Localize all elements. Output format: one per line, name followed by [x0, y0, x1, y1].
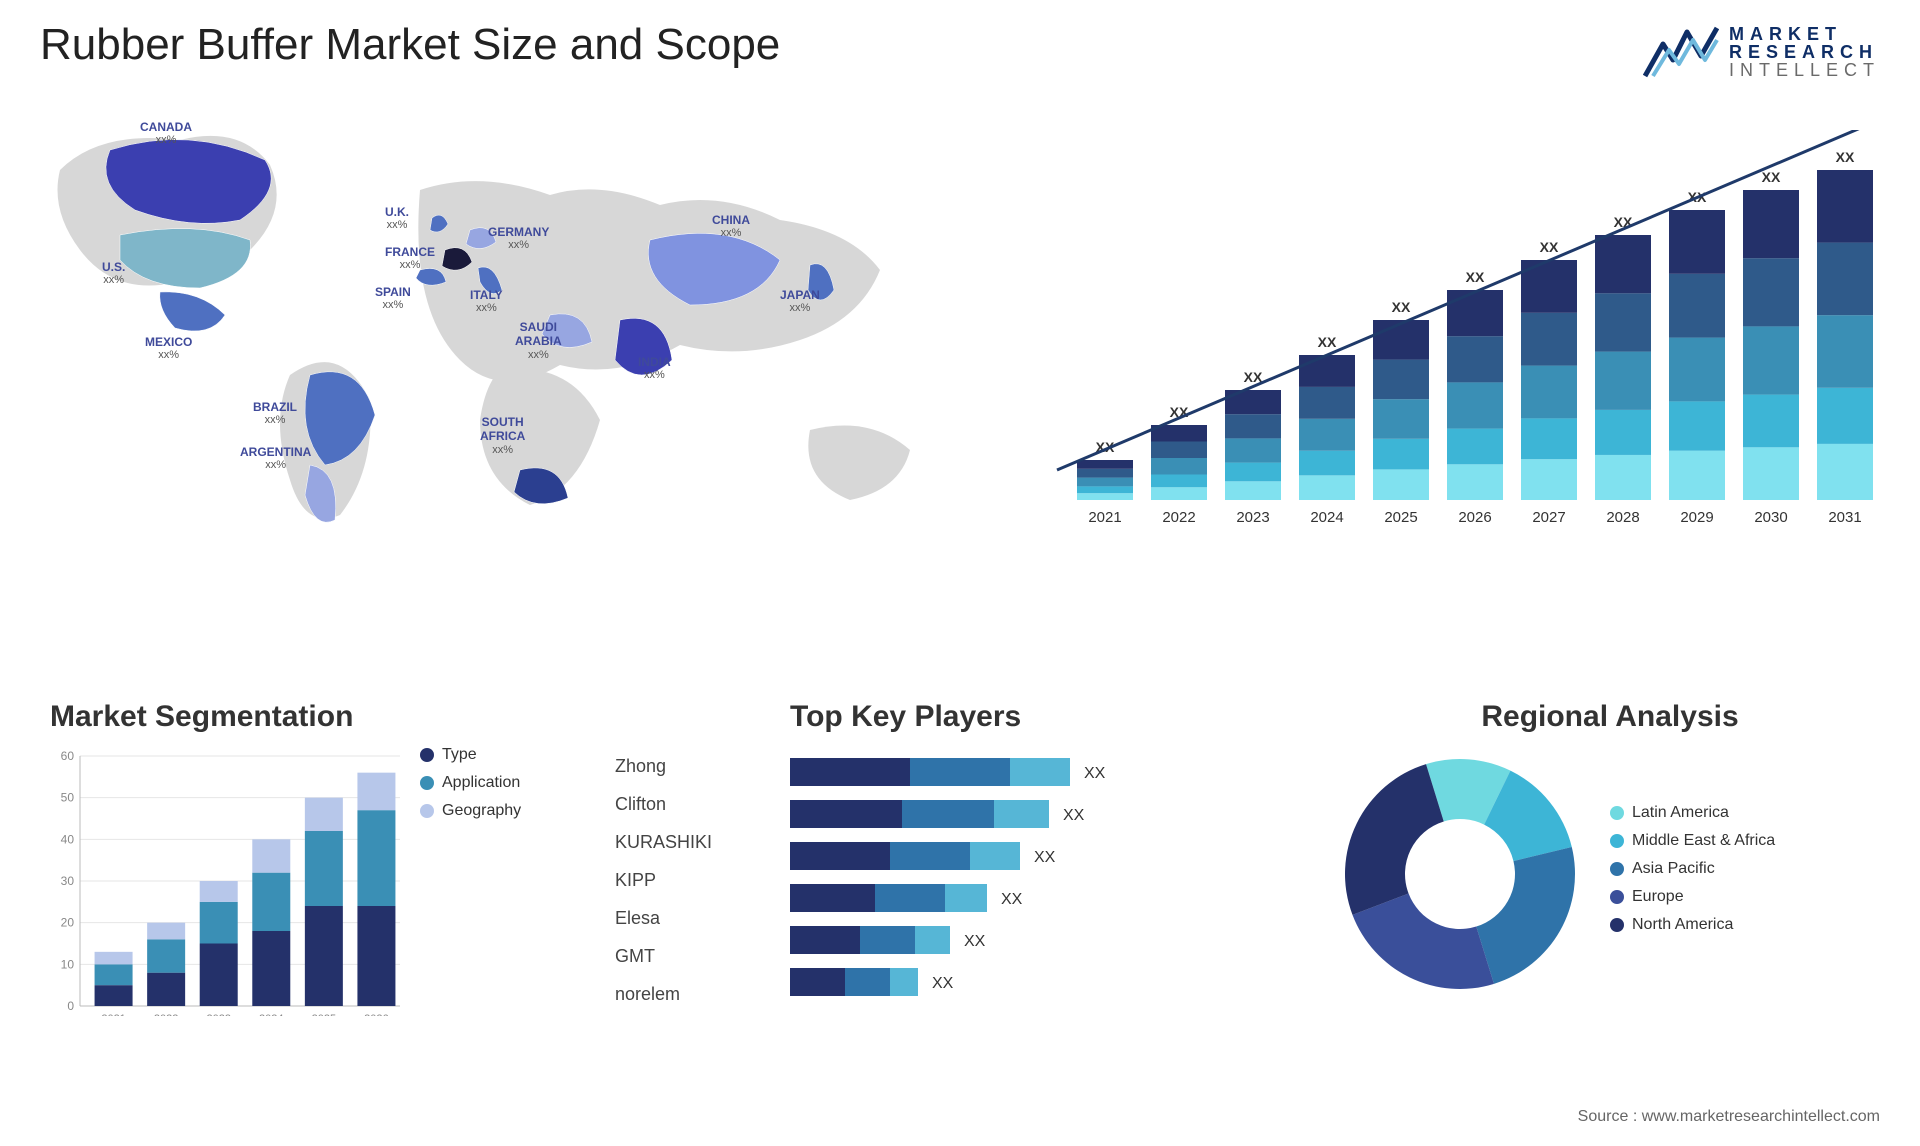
legend-item: North America	[1610, 916, 1775, 934]
segmentation-legend: Type Application Geography	[420, 746, 521, 1016]
svg-text:2028: 2028	[1606, 509, 1639, 526]
svg-text:2023: 2023	[206, 1013, 230, 1016]
svg-text:2021: 2021	[101, 1013, 125, 1016]
svg-text:50: 50	[61, 791, 75, 805]
map-label-italy: ITALYxx%	[470, 288, 503, 316]
growth-chart: XX2021XX2022XX2023XX2024XX2025XX2026XX20…	[1050, 130, 1880, 540]
brand-logo: MARKET RESEARCH INTELLECT	[1643, 20, 1880, 84]
brand-line-3: INTELLECT	[1729, 61, 1880, 79]
svg-text:XX: XX	[1836, 149, 1855, 165]
player-name: KURASHIKI	[615, 823, 712, 861]
map-label-france: FRANCExx%	[385, 245, 435, 273]
legend-item: Middle East & Africa	[1610, 832, 1775, 850]
map-label-spain: SPAINxx%	[375, 285, 411, 313]
map-label-uk: U.K.xx%	[385, 205, 409, 233]
legend-item: Latin America	[1610, 804, 1775, 822]
svg-text:2031: 2031	[1828, 509, 1861, 526]
svg-text:XX: XX	[1034, 849, 1056, 866]
map-label-india: INDIAxx%	[638, 355, 671, 383]
svg-text:XX: XX	[1466, 269, 1485, 285]
svg-text:2024: 2024	[1310, 509, 1343, 526]
player-name: norelem	[615, 975, 712, 1013]
svg-text:2029: 2029	[1680, 509, 1713, 526]
svg-text:10: 10	[61, 957, 75, 971]
legend-item: Application	[420, 774, 521, 792]
svg-text:2025: 2025	[1384, 509, 1417, 526]
map-label-safrica: SOUTHAFRICAxx%	[480, 415, 525, 457]
map-label-saudi: SAUDIARABIAxx%	[515, 320, 562, 362]
svg-text:60: 60	[61, 749, 75, 763]
map-label-canada: CANADAxx%	[140, 120, 192, 148]
header: Rubber Buffer Market Size and Scope MARK…	[40, 20, 1880, 84]
brand-line-1: MARKET	[1729, 25, 1880, 43]
svg-text:2022: 2022	[1162, 509, 1195, 526]
player-name: GMT	[615, 937, 712, 975]
source-label: Source : www.marketresearchintellect.com	[1578, 1108, 1880, 1126]
market-segmentation: Market Segmentation 0 10 20 30 40 50 60 2021 202…	[50, 700, 590, 1016]
legend-item: Europe	[1610, 888, 1775, 906]
svg-text:20: 20	[61, 916, 75, 930]
world-map: CANADAxx% U.S.xx% MEXICOxx% U.K.xx% FRANCExx…	[40, 110, 940, 540]
svg-text:2026: 2026	[364, 1013, 388, 1016]
brand-logo-text: MARKET RESEARCH INTELLECT	[1729, 25, 1880, 79]
svg-text:XX: XX	[1318, 334, 1337, 350]
svg-text:XX: XX	[1084, 765, 1106, 782]
regional-title: Regional Analysis	[1330, 700, 1890, 734]
svg-text:2025: 2025	[312, 1013, 336, 1016]
svg-text:XX: XX	[964, 933, 986, 950]
regional-legend: Latin America Middle East & Africa Asia Pa…	[1610, 804, 1775, 944]
svg-text:XX: XX	[1063, 807, 1085, 824]
svg-text:XX: XX	[932, 975, 954, 992]
page-title: Rubber Buffer Market Size and Scope	[40, 20, 780, 70]
regional-analysis: Regional Analysis Latin America Middle Ea…	[1330, 700, 1890, 1004]
legend-item: Asia Pacific	[1610, 860, 1775, 878]
segmentation-title: Market Segmentation	[50, 700, 590, 734]
map-label-brazil: BRAZILxx%	[253, 400, 297, 428]
player-name: KIPP	[615, 861, 712, 899]
svg-text:2026: 2026	[1458, 509, 1491, 526]
key-players-title: Top Key Players	[790, 700, 1310, 734]
svg-text:XX: XX	[1001, 891, 1023, 908]
svg-text:2021: 2021	[1088, 509, 1121, 526]
legend-item: Geography	[420, 802, 521, 820]
svg-text:2023: 2023	[1236, 509, 1269, 526]
svg-text:2027: 2027	[1532, 509, 1565, 526]
map-label-mexico: MEXICOxx%	[145, 335, 192, 363]
map-label-germany: GERMANYxx%	[488, 225, 549, 253]
svg-text:XX: XX	[1392, 299, 1411, 315]
key-players: Top Key Players XX XX XX XX XX XX	[790, 700, 1310, 1033]
map-label-china: CHINAxx%	[712, 213, 750, 241]
regional-donut	[1330, 744, 1590, 1004]
svg-text:2022: 2022	[154, 1013, 178, 1016]
map-label-us: U.S.xx%	[102, 260, 125, 288]
key-players-chart: XX XX XX XX XX XX	[790, 748, 1310, 1028]
world-map-svg	[40, 110, 940, 540]
growth-chart-svg: XX2021XX2022XX2023XX2024XX2025XX2026XX20…	[1050, 130, 1880, 540]
key-players-names: ZhongCliftonKURASHIKIKIPPElesaGMTnorelem	[615, 747, 712, 1013]
map-label-argentina: ARGENTINAxx%	[240, 445, 311, 473]
player-name: Zhong	[615, 747, 712, 785]
svg-text:30: 30	[61, 874, 75, 888]
legend-item: Type	[420, 746, 521, 764]
svg-text:XX: XX	[1762, 169, 1781, 185]
svg-text:40: 40	[61, 832, 75, 846]
player-name: Elesa	[615, 899, 712, 937]
brand-line-2: RESEARCH	[1729, 43, 1880, 61]
svg-text:XX: XX	[1540, 239, 1559, 255]
map-label-japan: JAPANxx%	[780, 288, 820, 316]
svg-text:2024: 2024	[259, 1013, 283, 1016]
player-name: Clifton	[615, 785, 712, 823]
svg-text:2030: 2030	[1754, 509, 1787, 526]
svg-text:0: 0	[67, 999, 74, 1013]
brand-logo-mark	[1643, 20, 1719, 84]
segmentation-chart: 0 10 20 30 40 50 60 2021 2022 2023 2024 2025 2026	[50, 746, 400, 1016]
